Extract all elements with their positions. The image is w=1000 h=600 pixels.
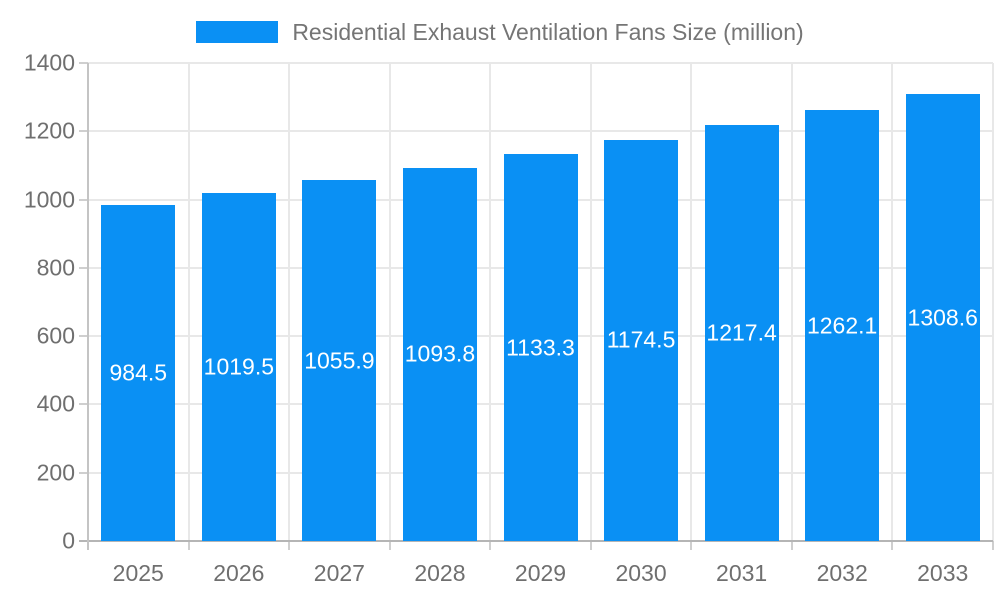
gridline-x [589, 63, 592, 541]
gridline-x [790, 63, 793, 541]
gridline-x [388, 63, 391, 541]
bar [402, 167, 477, 541]
legend-swatch [196, 21, 279, 43]
y-axis-label: 1400 [23, 49, 75, 76]
bar [704, 125, 779, 541]
y-axis-tick [79, 403, 88, 406]
x-axis-tick [288, 541, 291, 550]
bar-value-label: 1308.6 [907, 304, 978, 331]
y-axis-label: 600 [36, 322, 75, 349]
bar [905, 94, 980, 541]
bar [101, 204, 176, 541]
x-axis-tick [790, 541, 793, 550]
y-axis-label: 1000 [23, 186, 75, 213]
x-axis-label: 2025 [112, 560, 164, 586]
x-axis-tick [187, 541, 190, 550]
bar-value-label: 1133.3 [506, 334, 575, 361]
bar-value-label: 1174.5 [606, 326, 676, 353]
gridline-x [187, 63, 190, 541]
bar-value-label: 1019.5 [203, 353, 275, 380]
gridline-x [489, 63, 492, 541]
x-axis-label: 2033 [917, 560, 969, 586]
bar-value-label: 1217.4 [706, 319, 777, 346]
bar-value-label: 984.5 [109, 359, 168, 386]
x-axis-label: 2031 [716, 560, 768, 586]
y-axis-tick [79, 62, 88, 64]
x-axis-line [79, 540, 993, 542]
legend: Residential Exhaust Ventilation Fans Siz… [0, 10, 1000, 54]
x-axis-tick [992, 541, 994, 550]
x-axis-label: 2026 [213, 560, 265, 586]
y-axis-tick [79, 335, 88, 338]
gridline-x [992, 63, 994, 541]
y-axis-tick [79, 130, 88, 133]
bar [302, 180, 377, 541]
y-axis-line [87, 63, 89, 550]
x-axis-tick [489, 541, 492, 550]
legend-label: Residential Exhaust Ventilation Fans Siz… [292, 18, 804, 45]
x-axis-tick [388, 541, 391, 550]
gridline-x [690, 63, 693, 541]
y-axis-tick [79, 266, 88, 269]
bar [201, 192, 276, 541]
bar [503, 154, 578, 541]
y-axis-tick [79, 471, 88, 474]
gridline-y [88, 130, 993, 133]
bar-value-label: 1262.1 [806, 312, 878, 339]
gridline-x [288, 63, 291, 541]
bar-value-label: 1055.9 [304, 347, 375, 374]
x-axis-label: 2030 [615, 560, 667, 586]
x-axis-tick [690, 541, 693, 550]
y-axis-label: 200 [36, 459, 75, 486]
gridline-y [88, 62, 993, 64]
y-axis-label: 1200 [23, 117, 75, 144]
x-axis-tick [891, 541, 894, 550]
y-axis-label: 800 [36, 254, 75, 281]
x-axis-label: 2028 [414, 560, 466, 586]
x-axis-label: 2027 [313, 560, 365, 586]
bar [805, 110, 880, 541]
y-axis-label: 400 [36, 390, 75, 417]
x-axis-label: 2029 [514, 560, 567, 586]
y-axis-tick [79, 198, 88, 201]
y-axis-label: 0 [62, 527, 75, 554]
bar-value-label: 1093.8 [404, 340, 476, 367]
bar [604, 139, 679, 541]
x-axis-label: 2032 [816, 560, 868, 586]
gridline-x [891, 63, 894, 541]
x-axis-tick [589, 541, 592, 550]
